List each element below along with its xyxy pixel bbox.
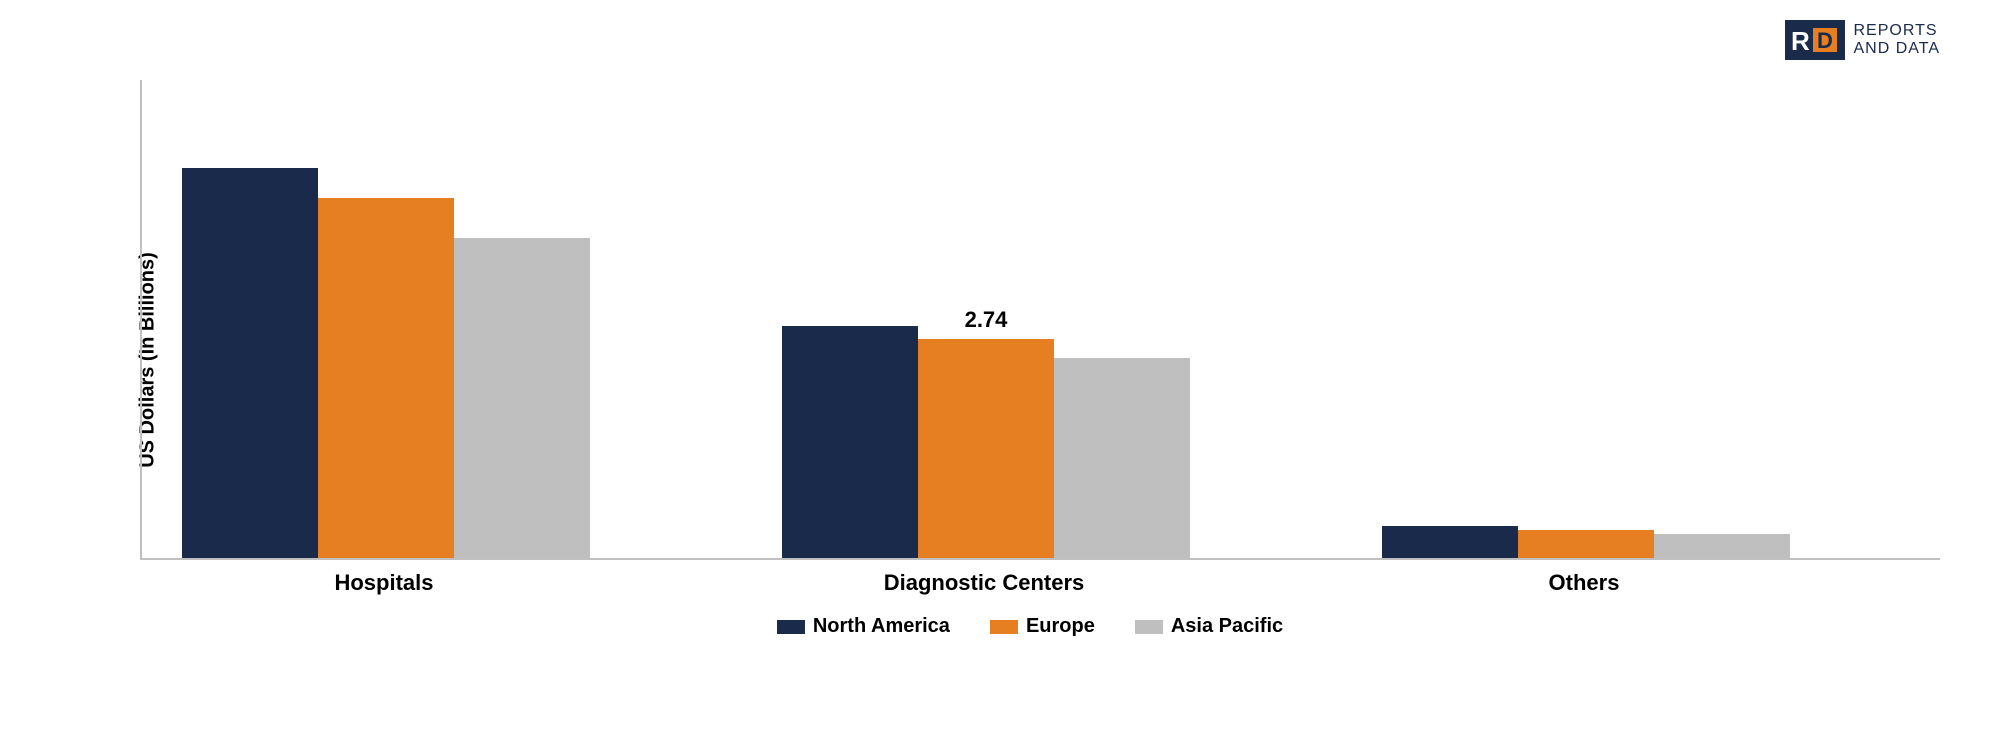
logo-text-line1: REPORTS xyxy=(1853,22,1940,40)
legend-label: North America xyxy=(813,615,950,638)
logo-text: REPORTS AND DATA xyxy=(1853,22,1940,57)
legend-swatch-icon xyxy=(777,620,805,634)
legend-label: Europe xyxy=(1026,615,1095,638)
legend: North America Europe Asia Pacific xyxy=(120,615,1940,638)
legend-item: Asia Pacific xyxy=(1135,615,1283,638)
bar xyxy=(782,326,918,558)
bar xyxy=(454,238,590,558)
bar xyxy=(182,168,318,558)
logo-text-line2: AND DATA xyxy=(1853,40,1940,58)
legend-item: North America xyxy=(777,615,950,638)
brand-logo: R D REPORTS AND DATA xyxy=(1785,20,1940,60)
x-axis-labels: Hospitals Diagnostic Centers Others xyxy=(140,570,1940,600)
bar xyxy=(1382,526,1518,558)
plot-area: 2.74 xyxy=(140,80,1940,560)
bar xyxy=(918,339,1054,558)
bar-group xyxy=(182,168,590,558)
chart-container: US Dollars (In Billions) 2.74 HospitalsD… xyxy=(120,80,1940,640)
category-label: Diagnostic Centers xyxy=(884,570,1085,596)
category-label: Hospitals xyxy=(334,570,433,596)
bar xyxy=(1518,530,1654,558)
legend-swatch-icon xyxy=(990,620,1018,634)
bar-group xyxy=(782,326,1190,558)
bar xyxy=(318,198,454,558)
category-label: Others xyxy=(1549,570,1620,596)
legend-swatch-icon xyxy=(1135,620,1163,634)
svg-text:R: R xyxy=(1791,26,1810,56)
legend-item: Europe xyxy=(990,615,1095,638)
bar xyxy=(1654,534,1790,558)
logo-mark-icon: R D xyxy=(1785,20,1845,60)
svg-text:D: D xyxy=(1817,28,1833,53)
bar-value-label: 2.74 xyxy=(965,307,1008,333)
legend-label: Asia Pacific xyxy=(1171,615,1283,638)
bar-group xyxy=(1382,526,1790,558)
bar xyxy=(1054,358,1190,558)
